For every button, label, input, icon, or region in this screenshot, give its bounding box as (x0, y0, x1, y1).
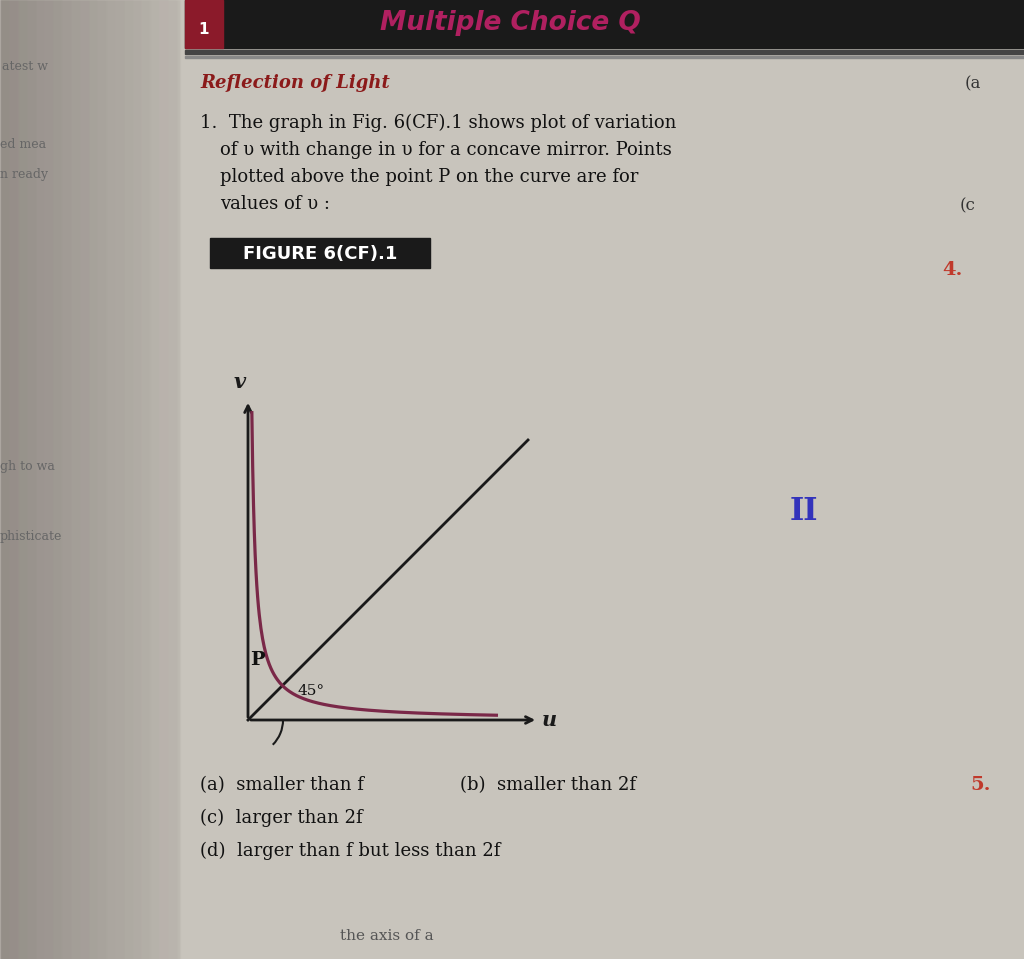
Text: (c: (c (961, 197, 976, 214)
Text: II: II (790, 496, 818, 527)
Text: (a)  smaller than f: (a) smaller than f (200, 776, 364, 794)
Text: v: v (234, 372, 246, 392)
Text: P: P (250, 651, 265, 669)
Bar (185, 50, 1024, 54)
Text: 4.: 4. (942, 261, 963, 279)
Text: (c)  larger than 2f: (c) larger than 2f (200, 808, 362, 827)
Text: ed mea: ed mea (0, 138, 46, 151)
Text: gh to wa: gh to wa (0, 460, 55, 473)
Bar (210, 238, 430, 268)
Bar (185, 0, 1024, 48)
Text: n ready: n ready (0, 168, 48, 181)
Text: (a: (a (965, 75, 981, 92)
Text: the axis of a: the axis of a (340, 929, 433, 943)
Text: atest w: atest w (2, 60, 48, 73)
Text: u: u (542, 710, 557, 730)
Text: Reflection of Light: Reflection of Light (200, 74, 390, 92)
Text: FIGURE 6(CF).1: FIGURE 6(CF).1 (243, 245, 397, 263)
Bar (185, 56, 1024, 58)
Text: (d)  larger than f but less than 2f: (d) larger than f but less than 2f (200, 842, 501, 860)
Text: 5.: 5. (970, 776, 990, 794)
Text: values of υ :: values of υ : (220, 195, 330, 213)
Text: plotted above the point P on the curve are for: plotted above the point P on the curve a… (220, 168, 638, 186)
Text: (b)  smaller than 2f: (b) smaller than 2f (460, 776, 636, 794)
Text: Multiple Choice Q: Multiple Choice Q (380, 10, 641, 36)
Text: of υ with change in υ for a concave mirror. Points: of υ with change in υ for a concave mirr… (220, 141, 672, 159)
Text: phisticate: phisticate (0, 530, 62, 543)
Text: 1.  The graph in Fig. 6(CF).1 shows plot of variation: 1. The graph in Fig. 6(CF).1 shows plot … (200, 114, 677, 132)
Text: 45°: 45° (298, 684, 326, 698)
Bar (185, 0, 223, 48)
Text: 1: 1 (199, 22, 209, 37)
